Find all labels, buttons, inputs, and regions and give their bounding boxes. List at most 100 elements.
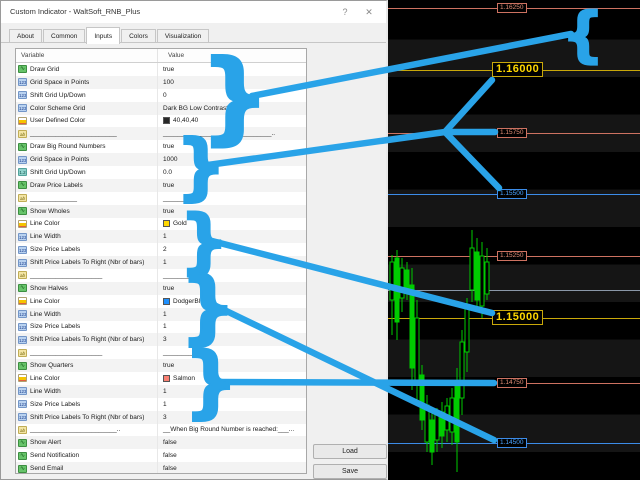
value-cell[interactable]: Salmon [157, 372, 306, 385]
value-cell[interactable]: 40,40,40 [157, 114, 306, 128]
variable-name: Shift Grid Up/Down [30, 91, 86, 99]
value-cell[interactable]: ______________________________.. [157, 127, 306, 141]
help-icon[interactable]: ? [342, 7, 348, 17]
variable-cell: User Defined Color [16, 115, 157, 128]
value-cell[interactable]: true [157, 359, 306, 372]
variable-name: Line Color [30, 297, 60, 305]
variable-name: Shift Price Labels To Right (Nbr of bars… [30, 259, 145, 267]
bool-type-icon: ∿ [18, 181, 27, 190]
value-cell[interactable]: 1 [157, 397, 306, 411]
value-cell[interactable]: 1 [157, 384, 306, 398]
table-row: ab ____________________ __________ [16, 346, 306, 360]
color-type-icon [18, 219, 27, 228]
variable-cell: ab _____________ [16, 192, 157, 205]
value-cell[interactable]: __________ [157, 346, 306, 360]
tab-visualization[interactable]: Visualization [156, 29, 210, 43]
color-type-icon [18, 374, 27, 383]
price-chart: 1.16250 1.16000 1.15750 1.15500 1.15250 1.150… [388, 0, 640, 480]
bool-type-icon: ∿ [18, 451, 27, 460]
variable-cell: ab ________________________ [16, 127, 157, 140]
value-cell[interactable]: 0 [157, 88, 306, 102]
value-cell[interactable]: 1 [157, 320, 306, 334]
value-cell[interactable]: __________ [157, 269, 306, 282]
variable-cell: ab ____________________ [16, 346, 157, 359]
value-cell[interactable]: false [157, 436, 306, 450]
value-cell[interactable]: false [157, 449, 306, 463]
bool-type-icon: ∿ [18, 65, 27, 74]
value-cell[interactable]: DodgerBlue [157, 294, 306, 308]
save-button[interactable]: Save [313, 464, 387, 479]
string-type-icon: ab [18, 271, 27, 280]
tab-inputs[interactable]: Inputs [86, 27, 121, 44]
value-cell[interactable]: 1000 [157, 153, 306, 166]
tab-divider [1, 42, 386, 43]
title-bar[interactable]: Custom Indicator - WaltSoft_RNB_Plus ? ✕ [1, 1, 386, 23]
color-swatch [163, 220, 170, 228]
value-cell[interactable]: __________ [157, 191, 306, 205]
variable-name: Grid Space in Points [30, 156, 90, 164]
value-cell[interactable]: 1 [157, 230, 306, 244]
variable-cell: ab ____________________ [16, 269, 157, 282]
load-button[interactable]: Load [313, 444, 387, 459]
variable-name: Color Scheme Grid [30, 104, 86, 112]
value-cell[interactable]: 1 [157, 307, 306, 321]
price-label: 1.15750 [497, 128, 527, 138]
value-cell[interactable]: 0.0 [157, 166, 306, 179]
candlestick [439, 402, 445, 448]
variable-name: Line Color [30, 374, 60, 382]
tab-about[interactable]: About [9, 29, 42, 43]
value-cell[interactable]: true [157, 281, 306, 295]
value-cell[interactable]: Dark BG Low Contrast [157, 101, 306, 115]
value-text: 0 [163, 91, 167, 99]
value-cell[interactable]: 100 [157, 75, 306, 89]
custom-indicator-dialog: Custom Indicator - WaltSoft_RNB_Plus ? ✕… [0, 0, 388, 480]
value-cell[interactable]: false [157, 462, 306, 473]
variable-name: ________________________ [30, 130, 117, 138]
variable-cell: 123 Size Price Labels [16, 243, 157, 256]
table-row: Line Color Salmon [16, 372, 306, 385]
candlestick [399, 258, 405, 312]
table-row: ∿ Send Notification false [16, 449, 306, 463]
candlestick [429, 412, 435, 465]
int-type-icon: 123 [18, 400, 27, 409]
tab-common[interactable]: Common [43, 29, 86, 43]
variable-name: Line Width [30, 233, 61, 241]
price-label: 1.15250 [497, 251, 527, 261]
variable-cell: 123 Line Width [16, 230, 157, 243]
value-cell[interactable]: 2 [157, 243, 306, 257]
value-cell[interactable]: true [157, 140, 306, 154]
color-swatch [163, 297, 170, 305]
color-swatch [163, 374, 170, 382]
table-row: Line Color DodgerBlue [16, 294, 306, 308]
table-row: 123 Grid Space in Points 1000 [16, 153, 306, 166]
bool-type-icon: ∿ [18, 207, 27, 216]
value-cell[interactable]: 3 [157, 410, 306, 424]
int-type-icon: 123 [18, 310, 27, 319]
table-row: 123 Size Price Labels 1 [16, 397, 306, 411]
value-text: true [163, 362, 175, 370]
value-text: true [163, 181, 175, 189]
variable-cell: 123 Line Width [16, 385, 157, 398]
candlestick [449, 388, 455, 445]
candlestick [434, 408, 440, 452]
table-row: ∿ Show Quarters true [16, 359, 306, 372]
variable-name: Shift Price Labels To Right (Nbr of bars… [30, 336, 145, 344]
value-text: false [163, 439, 177, 447]
value-cell[interactable]: true [157, 204, 306, 218]
double-type-icon: 1.2 [18, 168, 27, 177]
value-cell[interactable]: 3 [157, 333, 306, 347]
close-icon[interactable]: ✕ [365, 7, 373, 17]
value-cell[interactable]: __When Big Round Number is reached:___..… [157, 423, 306, 437]
candlestick [389, 255, 395, 335]
value-cell[interactable]: 1 [157, 256, 306, 269]
value-cell[interactable]: true [157, 178, 306, 192]
value-cell[interactable]: true [157, 63, 306, 76]
table-row: 123 Shift Price Labels To Right (Nbr of b… [16, 333, 306, 347]
color-swatch [163, 117, 170, 125]
value-cell[interactable]: Gold [157, 217, 306, 231]
table-header: Variable Value [16, 49, 306, 63]
tab-colors[interactable]: Colors [121, 29, 156, 43]
table-row: ab ________________________.. __When Big R… [16, 423, 306, 437]
int-type-icon: 123 [18, 155, 27, 164]
variable-name: Line Width [30, 387, 61, 395]
